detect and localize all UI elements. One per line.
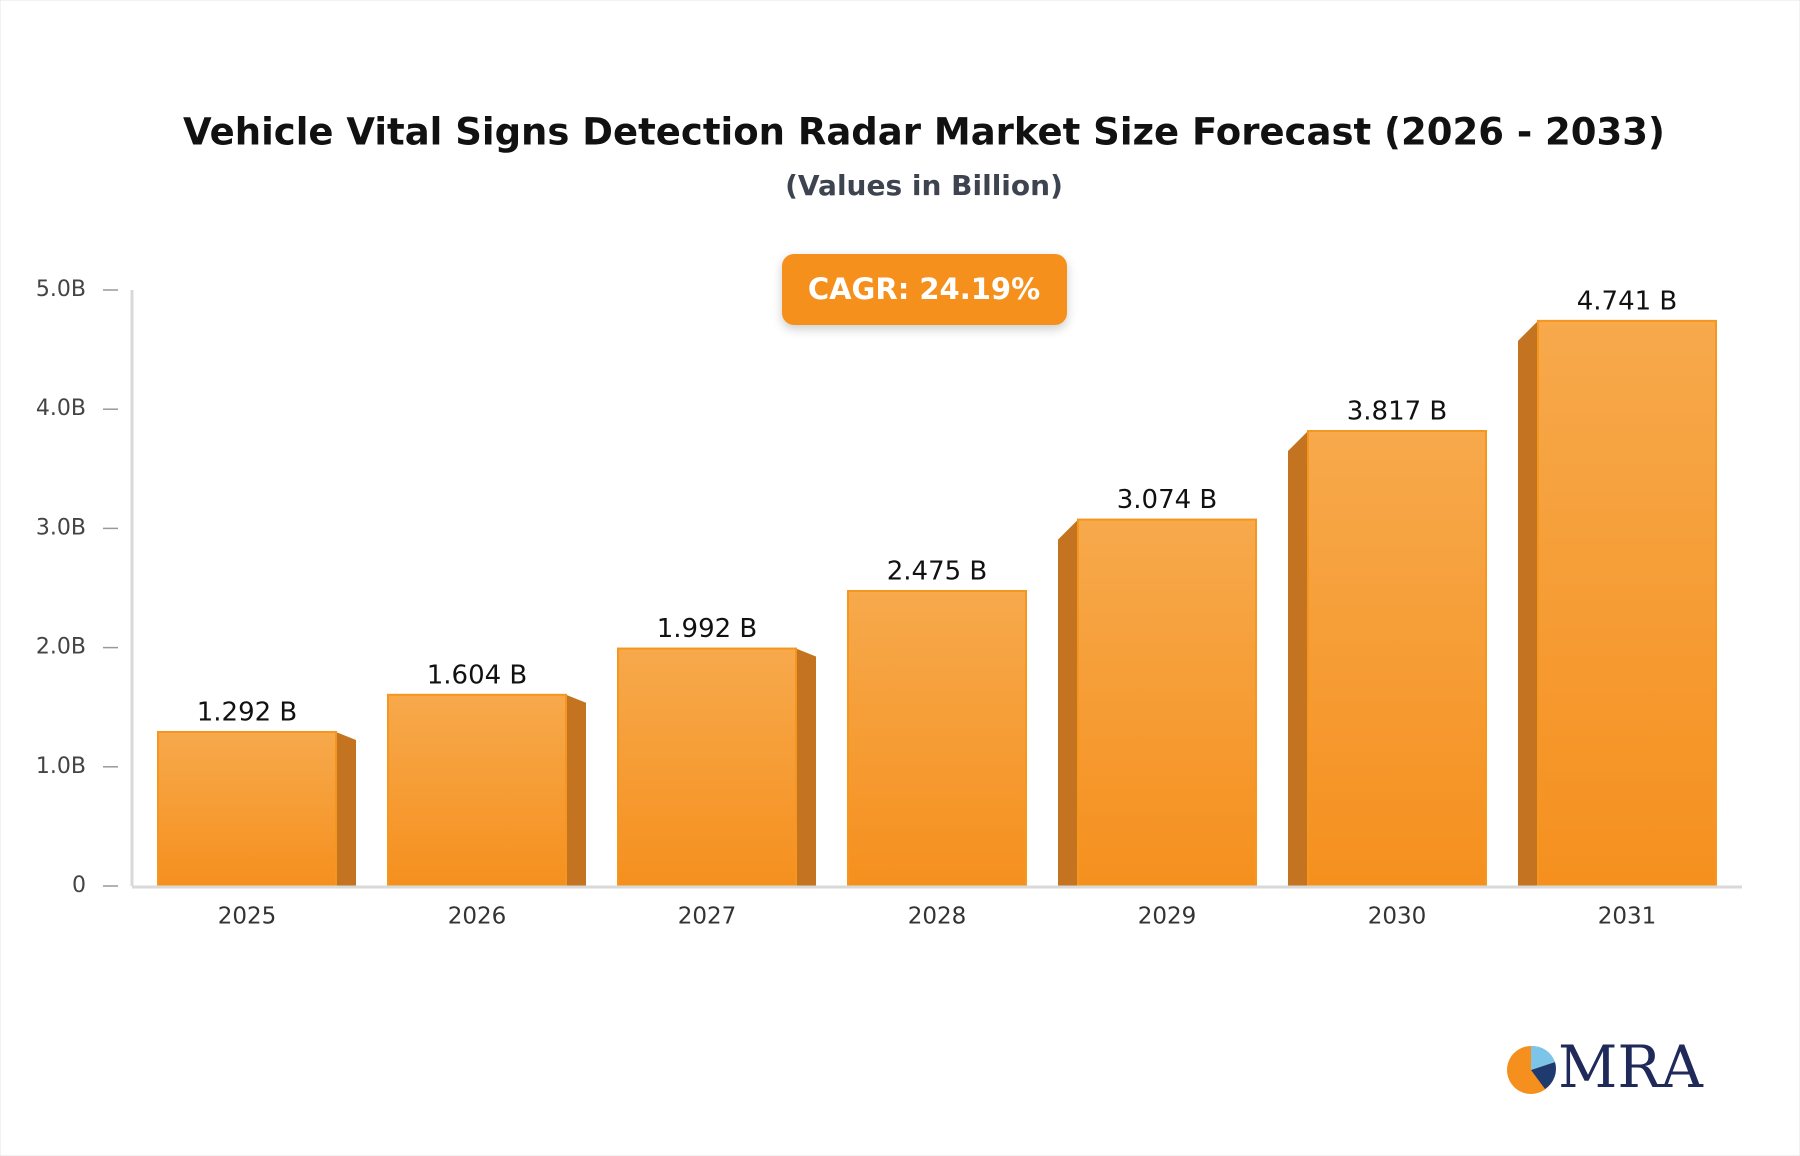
x-tick-label: 2031 — [1598, 904, 1657, 930]
bar-side — [1058, 519, 1078, 886]
bar-side — [796, 648, 816, 886]
value-label: 3.817 B — [1347, 397, 1448, 427]
cagr-label: CAGR: 24.19% — [808, 272, 1040, 306]
y-tick-label: 3.0B — [36, 515, 86, 540]
value-label: 1.604 B — [427, 660, 528, 690]
y-tick-label: 1.0B — [36, 754, 86, 779]
bar — [387, 693, 567, 888]
value-label: 2.475 B — [887, 556, 988, 586]
bar — [1537, 319, 1717, 887]
value-label: 1.992 B — [657, 614, 758, 644]
y-tick-label: 4.0B — [36, 396, 86, 421]
value-label: 1.292 B — [197, 697, 298, 727]
bar — [617, 647, 797, 887]
bar-side — [336, 731, 356, 886]
bar — [157, 730, 337, 887]
cagr-badge — [782, 254, 1067, 325]
value-label: 4.741 B — [1577, 286, 1678, 316]
bar — [847, 589, 1027, 887]
chart-subtitle: (Values in Billion) — [785, 169, 1063, 202]
bar-side — [1518, 320, 1538, 886]
x-tick-label: 2030 — [1368, 904, 1427, 930]
x-tick-label: 2029 — [1138, 904, 1197, 930]
bar — [1307, 430, 1487, 887]
logo-text: MRA — [1558, 1033, 1704, 1101]
y-tick-label: 2.0B — [36, 635, 86, 660]
x-tick-label: 2028 — [908, 904, 967, 930]
value-label: 3.074 B — [1117, 485, 1218, 515]
x-tick-label: 2025 — [218, 904, 277, 930]
bar-side — [1288, 431, 1308, 886]
bar-side — [566, 694, 586, 886]
y-tick-label: 0 — [72, 873, 86, 898]
x-tick-label: 2027 — [678, 904, 737, 930]
x-tick-label: 2026 — [448, 904, 507, 930]
chart-title: Vehicle Vital Signs Detection Radar Mark… — [183, 111, 1665, 154]
y-tick-label: 5.0B — [36, 277, 86, 302]
logo-icon-slice — [1531, 1045, 1555, 1070]
logo-icon-slice — [1531, 1062, 1556, 1089]
bar — [1077, 518, 1257, 888]
logo: MRA — [1507, 1033, 1704, 1101]
